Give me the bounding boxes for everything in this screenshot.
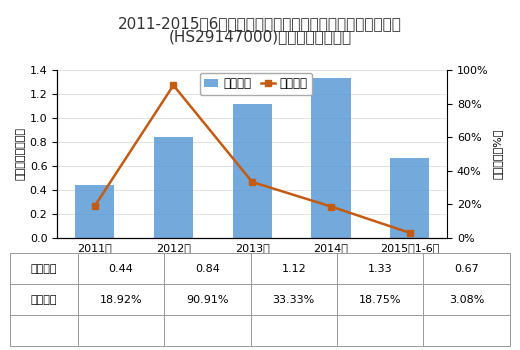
Bar: [154, 137, 193, 238]
Bar: [75, 185, 114, 238]
Text: 2011-2015年6月酮及醜的卤化、磺化、硝化或亚硝化衍生物: 2011-2015年6月酮及醜的卤化、磺化、硝化或亚硝化衍生物: [118, 16, 402, 31]
Bar: [390, 158, 430, 238]
Bar: [311, 78, 350, 238]
Text: 出口数量: 出口数量: [31, 264, 57, 274]
Text: 18.75%: 18.75%: [359, 295, 401, 304]
Text: 33.33%: 33.33%: [272, 295, 315, 304]
Text: 1.12: 1.12: [281, 264, 306, 274]
Text: 3.08%: 3.08%: [449, 295, 484, 304]
Text: 0.67: 0.67: [454, 264, 479, 274]
Legend: 出口数量, 同比增长: 出口数量, 同比增长: [200, 72, 313, 95]
Text: 0.44: 0.44: [109, 264, 134, 274]
Y-axis label: 同比增长（%）: 同比增长（%）: [493, 129, 503, 179]
Text: 0.84: 0.84: [195, 264, 220, 274]
Text: 90.91%: 90.91%: [186, 295, 229, 304]
Text: 18.92%: 18.92%: [100, 295, 142, 304]
Bar: [232, 104, 272, 238]
Y-axis label: 出口数量（万吨）: 出口数量（万吨）: [16, 127, 25, 181]
Text: (HS29147000)出口量及增速统计: (HS29147000)出口量及增速统计: [168, 29, 352, 44]
Text: 1.33: 1.33: [368, 264, 393, 274]
Text: 同比增长: 同比增长: [31, 295, 57, 304]
